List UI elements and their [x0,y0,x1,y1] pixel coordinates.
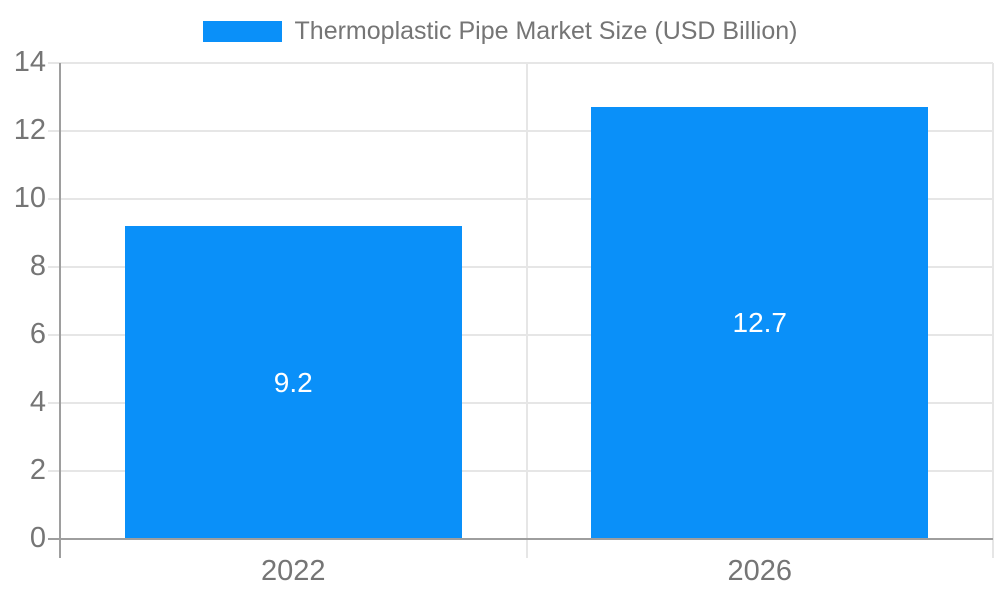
gridline-y-2 [48,470,993,472]
gridline-y-14 [48,62,993,64]
gridline-y-10 [48,198,993,200]
y-axis-tick-label: 4 [29,386,46,419]
gridline-y-4 [48,402,993,404]
bar-value-label: 12.7 [732,307,788,339]
y-axis-tick-label: 2 [29,454,46,487]
y-axis-tick-label: 8 [29,250,46,283]
y-axis-tick-label: 10 [13,182,46,215]
gridline-y-8 [48,266,993,268]
gridline-x-mid [525,63,528,558]
gridline-x-edge [992,63,994,558]
bar-2026: 12.7 [591,107,929,539]
plot-area: 0 2 4 6 8 10 12 14 9.2 2022 12.7 2026 [14,46,994,587]
gridline-y-6 [48,334,993,336]
y-axis-tick-label: 6 [29,318,46,351]
legend-series-label: Thermoplastic Pipe Market Size (USD Bill… [294,17,798,45]
legend-swatch-icon [202,21,282,42]
chart-legend: Thermoplastic Pipe Market Size (USD Bill… [0,17,1000,46]
y-axis-tick-label: 12 [13,114,46,147]
gridline-x-axis [59,63,61,558]
gridline-y-0 [48,538,993,540]
y-axis-tick-label: 0 [29,522,46,555]
gridline-y-12 [48,130,993,132]
y-axis-tick-label: 14 [13,46,46,79]
x-axis-tick-label: 2026 [727,555,793,587]
bar-2022: 9.2 [124,226,462,539]
bar-value-label: 9.2 [273,366,313,398]
x-axis-tick-label: 2022 [260,555,326,587]
